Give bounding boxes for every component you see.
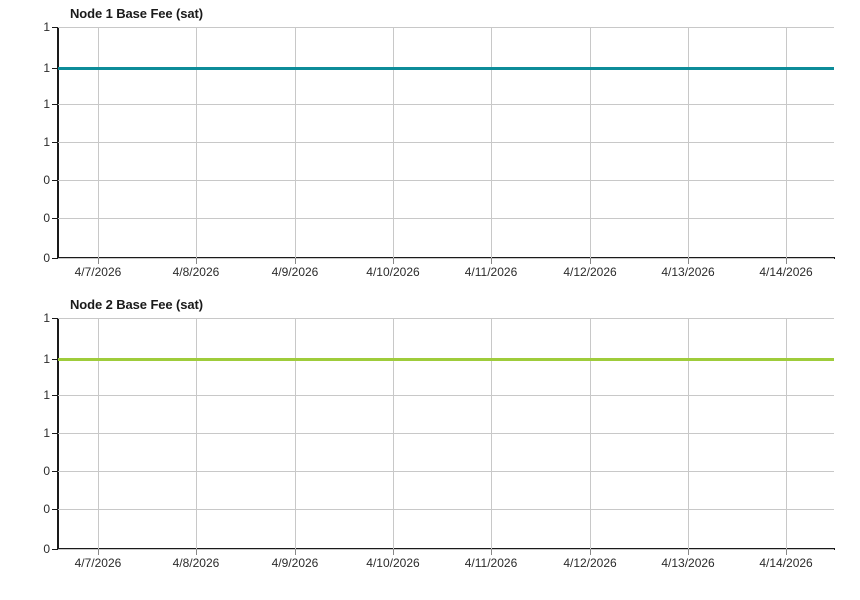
- x-axis-tick: [491, 549, 492, 555]
- x-gridline: [688, 27, 690, 258]
- x-axis-tick: [97, 258, 99, 264]
- x-gridline: [392, 27, 394, 258]
- y-axis-tick: [52, 394, 58, 396]
- x-axis-tick: [97, 549, 99, 555]
- x-gridline: [392, 318, 394, 549]
- y-axis-label-node-1: 0: [43, 210, 50, 225]
- plot-area-node-2: 1 1 1 1 0 0 0 4/7/2026 4/8/2026 4/9/2026 4/10/2026…: [43, 311, 835, 570]
- x-axis-label-node-1: 4/12/2026: [563, 265, 617, 279]
- chart-panel-node-2: Node 2 Base Fee (sat) 1 1 1 1 0 0 0 4/7/2026 4/8…: [0, 291, 860, 581]
- x-axis-tick: [294, 258, 296, 264]
- chart-title-node-1: Node 1 Base Fee (sat): [70, 6, 204, 21]
- y-axis-label-node-2: 1: [43, 387, 50, 402]
- x-axis-label-node-2: 4/7/2026: [74, 556, 122, 570]
- x-gridline: [195, 318, 197, 549]
- x-gridline: [491, 27, 492, 258]
- x-axis-label-node-1: 4/8/2026: [172, 265, 220, 279]
- y-gridline: [58, 508, 834, 510]
- y-axis-tick: [52, 470, 58, 472]
- x-axis-label-node-1: 4/14/2026: [759, 265, 813, 279]
- y-axis-tick: [52, 258, 58, 259]
- y-axis-label-node-2: 1: [43, 311, 50, 325]
- x-axis-label-node-2: 4/10/2026: [366, 556, 420, 570]
- y-axis-label-node-1: 0: [43, 172, 50, 187]
- x-axis-label-node-2: 4/11/2026: [464, 556, 518, 570]
- y-axis-label-node-2: 0: [43, 501, 50, 516]
- x-axis-label-node-1: 4/11/2026: [464, 265, 518, 279]
- y-axis-label-node-2: 0: [43, 463, 50, 478]
- x-axis-label-node-1: 4/7/2026: [74, 265, 122, 279]
- y-axis-tick: [52, 318, 58, 319]
- y-axis-tick: [52, 27, 58, 28]
- y-gridline: [58, 432, 834, 434]
- series-line-node-1: [58, 67, 834, 70]
- y-gridline: [58, 141, 834, 143]
- x-axis-tick: [786, 258, 788, 264]
- y-axis-tick: [52, 508, 58, 510]
- y-axis-tick: [52, 141, 58, 143]
- y-gridline: [58, 394, 834, 396]
- x-axis-tick: [392, 549, 394, 555]
- x-axis-label-node-2: 4/13/2026: [661, 556, 715, 570]
- x-gridline: [491, 318, 492, 549]
- x-axis-tick: [688, 258, 690, 264]
- y-gridline: [58, 470, 834, 472]
- y-gridline: [58, 258, 834, 259]
- y-gridline: [58, 27, 834, 28]
- x-gridline: [786, 318, 788, 549]
- x-gridline: [294, 27, 296, 258]
- y-gridline: [58, 103, 834, 105]
- y-axis-tick: [52, 217, 58, 219]
- y-axis-label-node-2: 1: [43, 425, 50, 440]
- y-axis-label-node-2: 1: [43, 352, 50, 366]
- y-gridline: [58, 549, 834, 550]
- x-axis-label-node-1: 4/9/2026: [271, 265, 319, 279]
- y-gridline: [58, 179, 834, 181]
- x-gridline: [590, 27, 592, 258]
- x-axis-tick: [590, 549, 592, 555]
- y-axis-label-node-1: 1: [43, 96, 50, 111]
- series-line-node-2: [58, 358, 834, 361]
- y-axis-tick: [52, 179, 58, 181]
- x-axis-tick: [195, 258, 197, 264]
- x-axis-tick: [786, 549, 788, 555]
- x-axis-label-node-1: 4/10/2026: [366, 265, 420, 279]
- plot-area-node-1: 1 1 1 1 0 0 0 4/7/2026 4/8/2026 4/9/2026 4/10/2026…: [43, 20, 835, 279]
- x-gridline: [97, 27, 99, 258]
- y-gridline: [58, 217, 834, 219]
- y-axis-tick: [52, 359, 58, 360]
- x-gridline: [294, 318, 296, 549]
- x-gridline: [195, 27, 197, 258]
- x-axis-label-node-2: 4/12/2026: [563, 556, 617, 570]
- y-axis-tick: [52, 432, 58, 434]
- x-axis-tick: [392, 258, 394, 264]
- x-axis-tick: [294, 549, 296, 555]
- y-axis-label-node-1: 1: [43, 61, 50, 75]
- y-gridline: [58, 318, 834, 319]
- x-axis-label-node-2: 4/8/2026: [172, 556, 220, 570]
- x-gridline: [688, 318, 690, 549]
- x-axis-tick: [688, 549, 690, 555]
- x-axis-label-node-1: 4/13/2026: [661, 265, 715, 279]
- chart-title-node-2: Node 2 Base Fee (sat): [70, 297, 204, 312]
- x-gridline: [786, 27, 788, 258]
- x-axis-label-node-2: 4/9/2026: [271, 556, 319, 570]
- x-axis-label-node-2: 4/14/2026: [759, 556, 813, 570]
- y-axis-tick: [52, 68, 58, 69]
- x-axis-tick: [195, 549, 197, 555]
- chart-panel-node-1: Node 1 Base Fee (sat) 1 1 1 1 0 0 0 4/7/2026 4/8…: [0, 0, 860, 290]
- y-axis-label-node-1: 0: [43, 251, 50, 265]
- y-axis-label-node-2: 0: [43, 542, 50, 556]
- x-axis-tick: [491, 258, 492, 264]
- y-axis-tick: [52, 103, 58, 105]
- x-gridline: [590, 318, 592, 549]
- x-gridline: [97, 318, 99, 549]
- x-axis-tick: [590, 258, 592, 264]
- y-axis-tick: [52, 549, 58, 550]
- y-axis-label-node-1: 1: [43, 134, 50, 149]
- y-axis-label-node-1: 1: [43, 20, 50, 34]
